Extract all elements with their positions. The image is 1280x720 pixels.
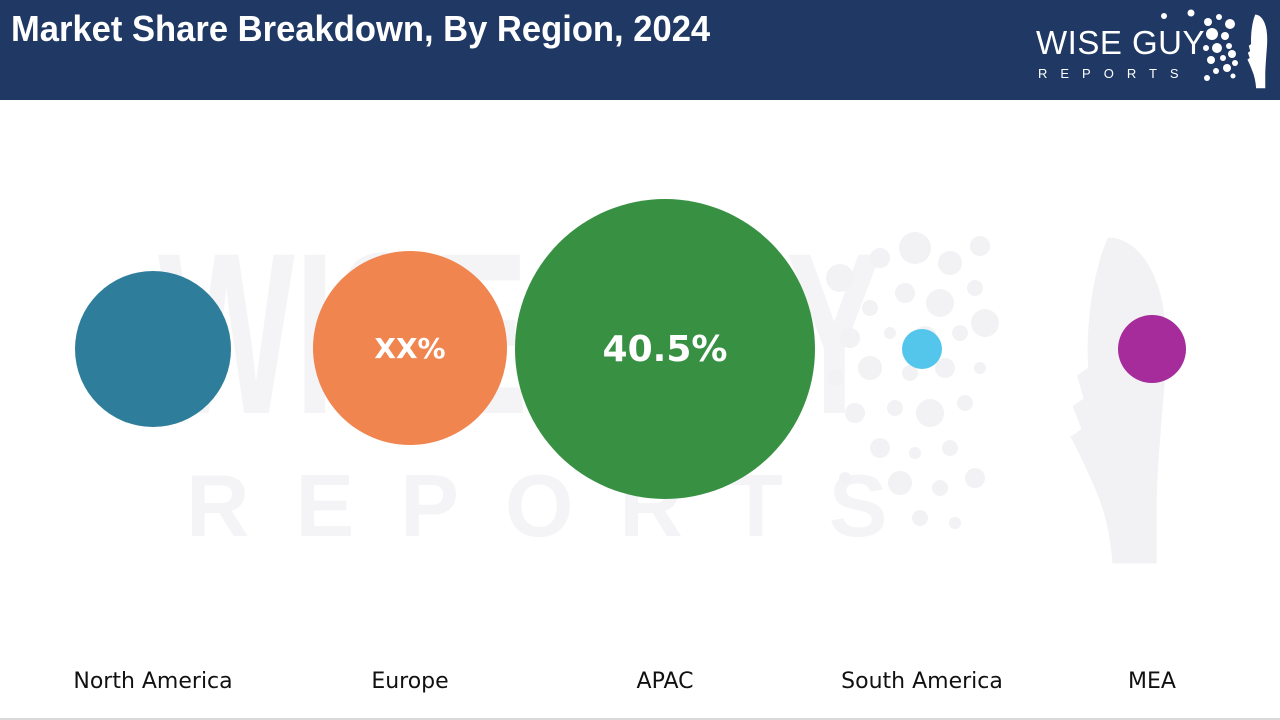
page-title: Market Share Breakdown, By Region, 2024 (11, 8, 711, 49)
bubble-mea (1118, 315, 1186, 383)
wise-guy-logo: WISE GUY REPORTS (1036, 9, 1268, 89)
logo-accent-dots (1161, 9, 1195, 19)
logo-dot-cluster (1203, 14, 1238, 81)
logo-face-icon (1247, 14, 1268, 89)
region-label-south-america: South America (841, 669, 1003, 694)
bubble-north-america (75, 271, 231, 427)
watermark-dot-cluster (826, 232, 999, 529)
header-bar: Market Share Breakdown, By Region, 2024 … (0, 0, 1280, 100)
bubble-chart: North America XX% Europe 40.5% APAC South Ame… (0, 100, 1280, 720)
bubble-value-label: 40.5% (602, 328, 728, 370)
bubble-south-america (902, 329, 942, 369)
logo-sub-text: REPORTS (1038, 66, 1192, 81)
bubble-value-label: XX% (374, 331, 446, 365)
region-label-north-america: North America (73, 669, 233, 694)
region-label-europe: Europe (371, 669, 449, 694)
region-label-mea: MEA (1128, 669, 1176, 694)
watermark-face (826, 232, 1167, 564)
watermark-face-silhouette (1070, 237, 1167, 564)
watermark-sub: REPORTS (186, 456, 934, 555)
bubble-europe: XX% (313, 251, 507, 445)
bottom-rule (0, 718, 1280, 720)
bubble-apac: 40.5% (515, 199, 815, 499)
logo-brand-text: WISE GUY (1036, 24, 1205, 61)
region-label-apac: APAC (636, 669, 694, 694)
